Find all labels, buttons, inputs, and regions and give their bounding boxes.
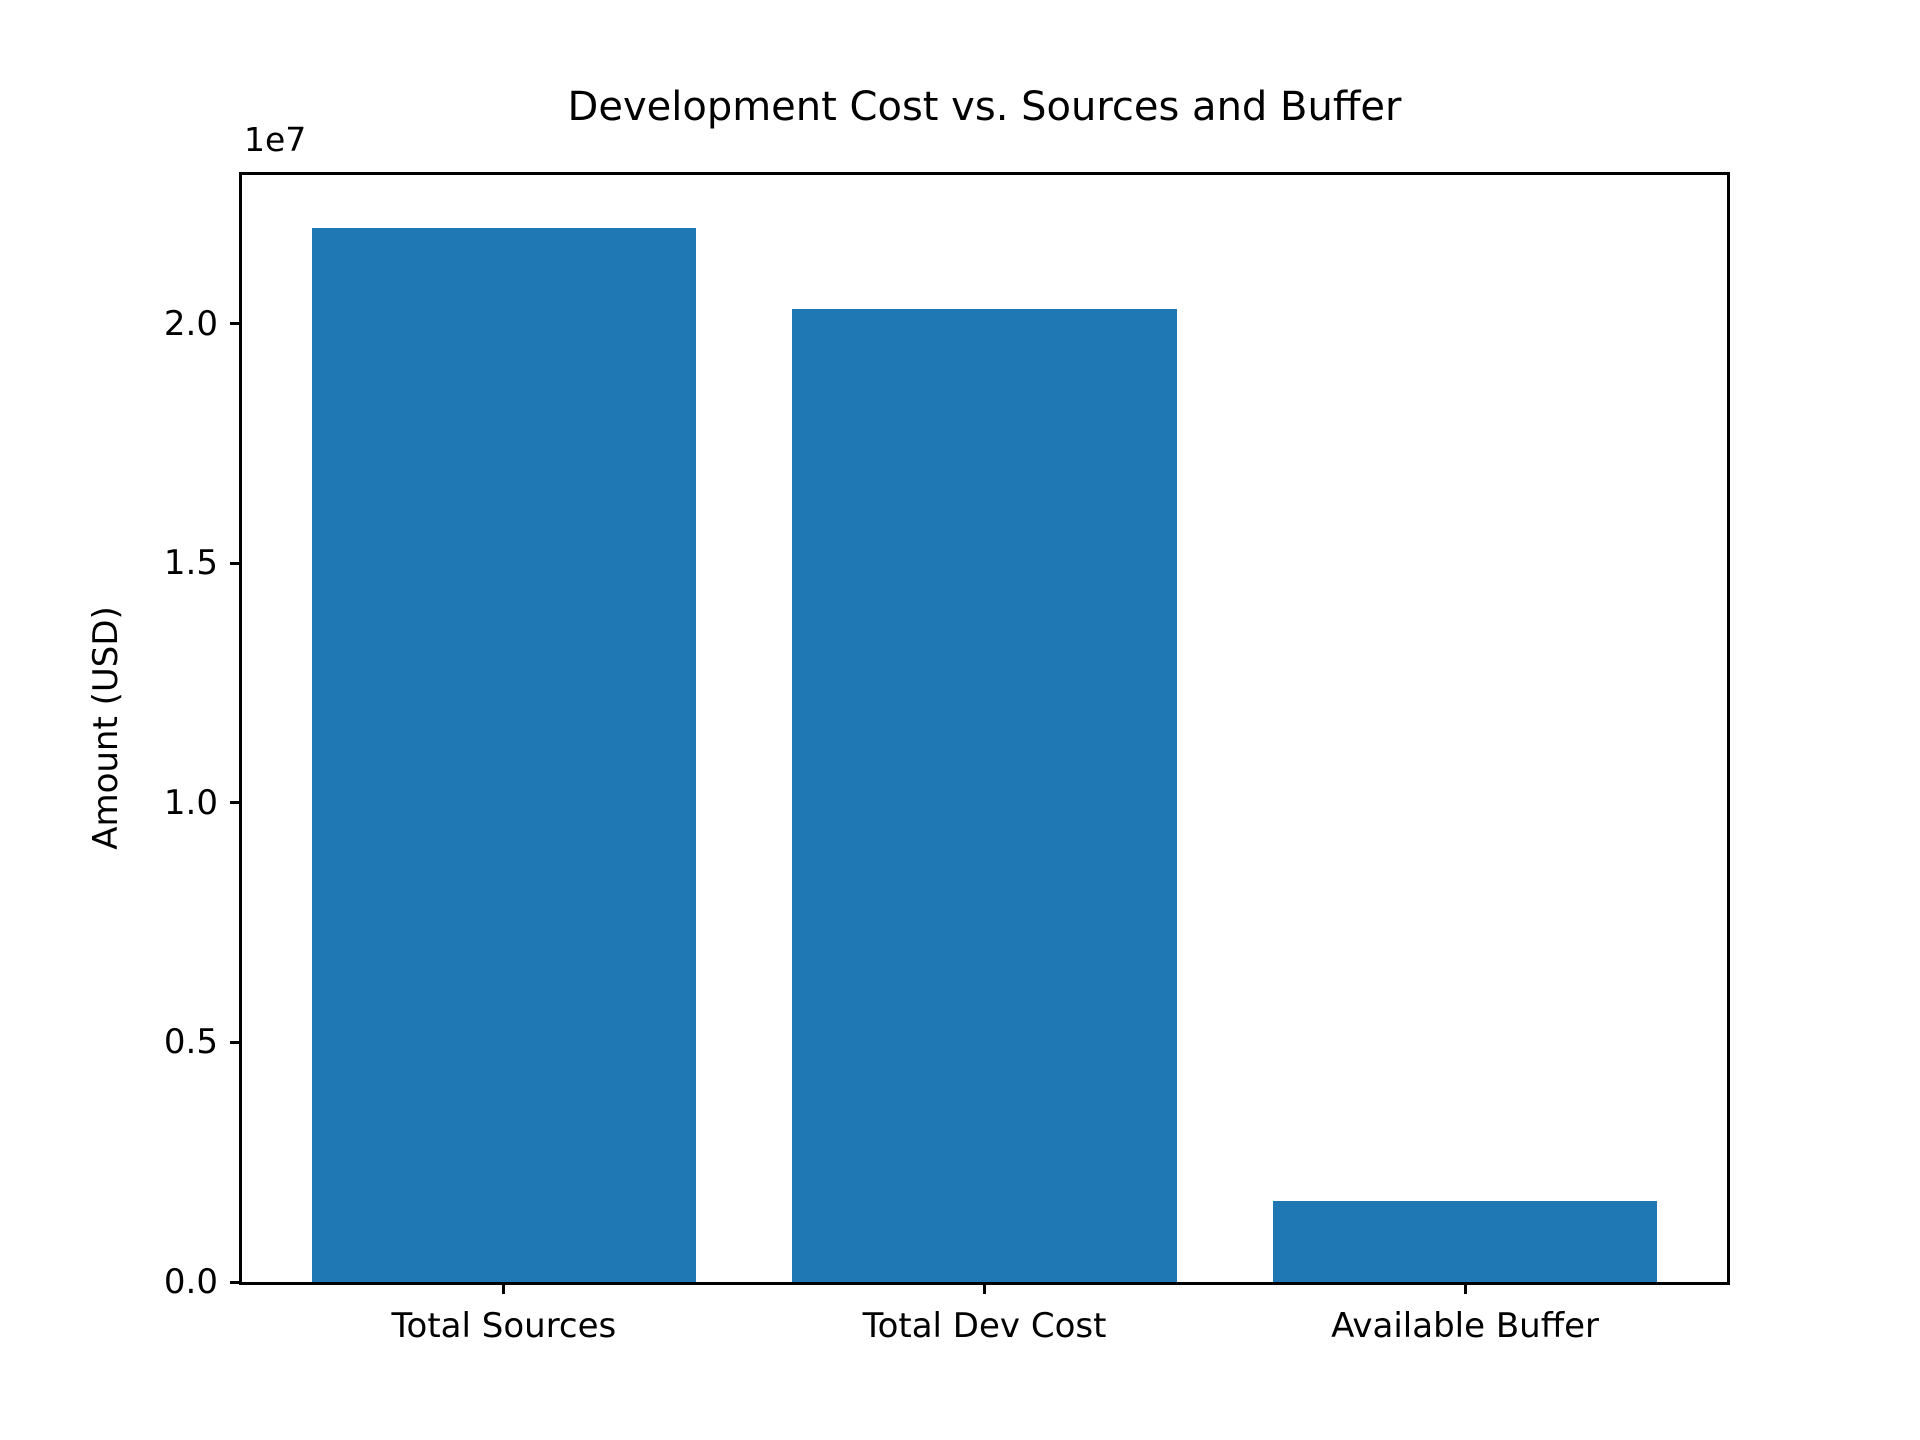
y-tick-mark <box>230 561 242 565</box>
x-tick-mark <box>1463 1282 1467 1294</box>
plot-area <box>239 172 1730 1285</box>
y-tick-label: 0.5 <box>163 1022 218 1063</box>
x-tick-mark <box>502 1282 506 1294</box>
chart-title: Development Cost vs. Sources and Buffer <box>567 84 1402 130</box>
x-tick-mark <box>983 1282 986 1294</box>
bar-1 <box>311 227 697 1282</box>
y-tick-label: 0.0 <box>163 1262 218 1302</box>
bar-3 <box>1272 1200 1658 1282</box>
y-tick-mark <box>230 801 242 805</box>
y-tick-label: 1.5 <box>163 543 218 584</box>
x-tick-label-1: Total Sources <box>391 1306 617 1346</box>
y-tick-mark <box>230 1280 242 1284</box>
y-tick-mark <box>230 1040 242 1044</box>
x-tick-label-2: Total Dev Cost <box>862 1306 1107 1346</box>
bar-2 <box>792 309 1177 1282</box>
y-tick-label: 1.0 <box>163 782 218 823</box>
x-tick-label-3: Available Buffer <box>1331 1306 1600 1346</box>
y-tick-mark <box>230 322 242 326</box>
y-axis-offset-label: 1e7 <box>244 120 307 159</box>
y-tick-label: 2.0 <box>163 303 218 344</box>
